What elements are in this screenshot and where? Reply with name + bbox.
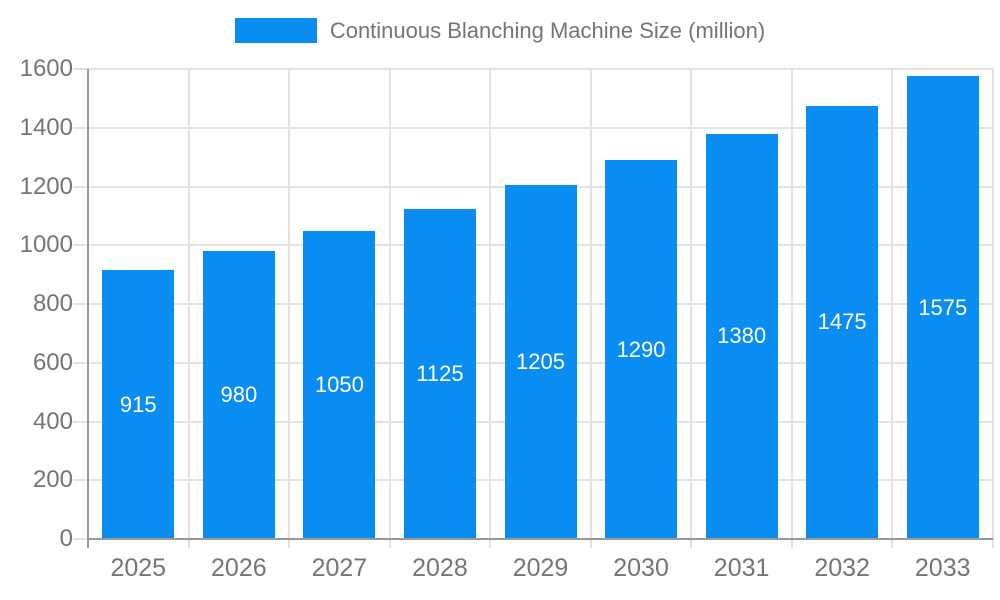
y-axis-tick-label: 1000 (19, 231, 73, 259)
y-axis-tick (73, 303, 88, 305)
bar[interactable]: 1290 (605, 160, 678, 539)
y-axis-tick (73, 538, 88, 540)
x-axis-tick-label: 2030 (613, 554, 669, 582)
v-gridline (489, 69, 492, 539)
v-gridline (388, 69, 391, 539)
x-axis-tick-label: 2032 (814, 554, 870, 582)
x-axis-tick (388, 539, 391, 548)
v-gridline (690, 69, 693, 539)
bar-value-label: 1380 (717, 323, 767, 349)
v-gridline (790, 69, 793, 539)
y-axis-tick (73, 479, 88, 482)
bar[interactable]: 1575 (906, 76, 979, 539)
x-axis-tick-label: 2027 (311, 554, 368, 582)
y-axis-tick-label: 1400 (19, 113, 73, 141)
legend-label: Continuous Blanching Machine Size (milli… (329, 18, 766, 43)
h-gridline (88, 68, 993, 70)
legend-swatch (234, 18, 317, 43)
y-axis-tick-label: 400 (32, 407, 73, 435)
v-gridline (992, 69, 994, 539)
x-axis-tick (790, 539, 793, 548)
y-axis-tick (73, 126, 88, 129)
x-axis-tick (589, 539, 592, 548)
x-axis-tick (187, 539, 190, 548)
bar-value-label: 980 (220, 382, 258, 408)
legend-item[interactable]: Continuous Blanching Machine Size (milli… (0, 17, 1000, 44)
bar-value-label: 915 (119, 391, 157, 417)
x-axis-tick-label: 2026 (211, 554, 267, 582)
y-axis-tick-label: 800 (32, 290, 73, 317)
x-axis-tick (489, 539, 492, 548)
y-axis-tick (73, 68, 88, 70)
bar[interactable]: 915 (102, 270, 175, 539)
h-gridline (88, 126, 993, 129)
x-axis-tick (288, 539, 291, 548)
bar[interactable]: 1380 (705, 133, 778, 539)
bar-value-label: 1475 (817, 309, 867, 335)
v-gridline (589, 69, 592, 539)
v-gridline (187, 69, 190, 539)
x-axis-tick-label: 2025 (110, 554, 167, 582)
x-axis-tick (992, 539, 994, 548)
x-axis-tick-label: 2029 (512, 554, 569, 582)
x-axis-tick-label: 2033 (914, 554, 971, 582)
bar[interactable]: 980 (202, 251, 275, 539)
v-gridline (288, 69, 291, 539)
x-axis-tick (690, 539, 693, 548)
bar-value-label: 1290 (616, 336, 666, 362)
y-axis-tick-label: 200 (32, 466, 73, 494)
bar-value-label: 1125 (416, 360, 464, 386)
bar[interactable]: 1125 (403, 208, 476, 539)
x-axis-tick-label: 2028 (412, 554, 468, 582)
x-axis-tick (891, 539, 894, 548)
y-axis-tick (73, 420, 88, 423)
y-axis-tick-label: 1600 (19, 55, 73, 82)
y-axis-tick (73, 361, 88, 364)
y-axis-tick-label: 1200 (19, 172, 73, 200)
y-axis-line (87, 69, 89, 548)
bar[interactable]: 1205 (504, 185, 577, 539)
bar[interactable]: 1050 (303, 230, 376, 539)
y-axis-tick (73, 244, 88, 247)
y-axis-tick-label: 0 (59, 525, 73, 552)
plot-area: 0 200 400 600 800 1000 1200 1400 1600 915 2025 980 2… (20, 55, 994, 582)
y-axis-tick (73, 185, 88, 188)
bar-value-label: 1050 (314, 371, 364, 397)
y-axis-tick-label: 600 (32, 348, 73, 376)
x-axis-line (87, 538, 993, 540)
bar-value-label: 1205 (516, 349, 565, 375)
x-axis-tick-label: 2031 (713, 554, 770, 582)
bar-value-label: 1575 (918, 294, 968, 320)
v-gridline (891, 69, 894, 539)
bar[interactable]: 1475 (806, 105, 879, 539)
